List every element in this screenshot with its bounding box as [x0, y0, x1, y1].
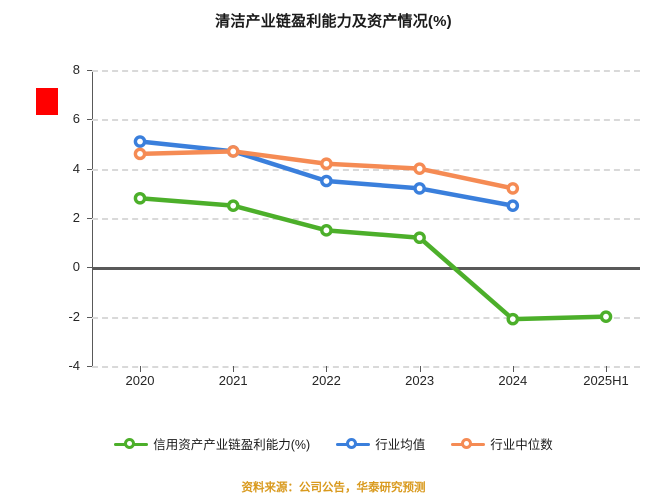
- y-axis-label: 0: [72, 259, 80, 275]
- x-axis-label: 2022: [311, 373, 341, 388]
- data-point-marker: [133, 135, 147, 148]
- data-point-marker: [320, 224, 333, 237]
- data-point-marker: [133, 147, 147, 161]
- x-axis-label: 2024: [498, 373, 528, 388]
- y-axis-tick: [87, 70, 92, 71]
- data-point-marker: [320, 157, 333, 171]
- data-point-marker: [413, 162, 426, 175]
- legend-marker-circle-icon: [336, 436, 371, 452]
- y-axis-tick: [87, 316, 92, 318]
- y-axis-label: 8: [72, 62, 80, 77]
- legend-dot: [124, 437, 136, 449]
- y-axis-tick: [87, 366, 92, 367]
- y-axis-label: 4: [72, 160, 80, 176]
- data-point-marker: [599, 310, 613, 323]
- gridline: [92, 119, 640, 122]
- legend-item-1[interactable]: 行业均值: [336, 434, 425, 453]
- x-axis-tick: [326, 366, 328, 372]
- legend-dot: [461, 437, 473, 449]
- data-point-marker: [506, 312, 520, 326]
- y-axis-label: 2: [72, 210, 80, 225]
- y-axis-tick: [87, 119, 92, 121]
- chart-legend: 信用资产产业链盈利能力(%) 行业均值 行业中位数: [0, 434, 667, 453]
- y-axis-label: -2: [68, 308, 80, 324]
- data-point-marker: [506, 199, 520, 212]
- data-point-marker: [226, 199, 240, 212]
- gridline: [92, 316, 640, 319]
- x-axis-tick: [419, 366, 421, 372]
- legend-dot: [346, 437, 358, 449]
- gridline: [92, 168, 640, 171]
- x-axis-tick: [233, 366, 235, 372]
- x-axis-label: 2023: [405, 373, 435, 388]
- red-marker-badge: [36, 88, 58, 115]
- x-axis-label: 2020: [125, 373, 155, 388]
- x-axis-tick: [606, 366, 607, 372]
- data-point-marker: [226, 145, 240, 158]
- data-point-marker: [133, 191, 147, 205]
- gridline: [92, 70, 640, 72]
- y-axis-tick: [87, 267, 92, 269]
- page-title: 清洁产业链盈利能力及资产情况(%): [215, 13, 452, 30]
- data-point-marker: [413, 231, 426, 245]
- y-axis-tick: [87, 168, 92, 170]
- source-note: 资料来源：公司公告，华泰研究预测: [241, 482, 426, 494]
- data-point-marker: [506, 182, 520, 195]
- series-line: [137, 196, 609, 322]
- y-axis-tick: [87, 218, 92, 219]
- gridline: [92, 218, 640, 220]
- legend-item-2[interactable]: 行业中位数: [451, 434, 553, 453]
- x-axis-label: 2021: [218, 373, 248, 388]
- legend-marker-circle-icon: [451, 436, 486, 452]
- legend-marker-circle-icon: [114, 436, 149, 452]
- gridline: [92, 366, 640, 368]
- legend-label: 行业均值: [375, 438, 426, 452]
- y-axis-label: 6: [72, 111, 80, 127]
- zero-line: [92, 267, 640, 271]
- legend-item-0[interactable]: 信用资产产业链盈利能力(%): [114, 434, 310, 453]
- x-axis-label: 2025H1: [583, 373, 629, 388]
- series-layer: [133, 135, 613, 326]
- data-point-marker: [413, 182, 426, 195]
- plot-area: 8 6 4 2 0 -2 -4 2020 2021 2022 2023 2024 2025H1: [68, 62, 640, 388]
- legend-label: 信用资产产业链盈利能力(%): [153, 438, 311, 452]
- x-axis-tick: [512, 366, 514, 372]
- y-axis-label: -4: [68, 358, 80, 373]
- x-axis-tick: [140, 366, 141, 372]
- legend-label: 行业中位数: [490, 438, 553, 452]
- data-point-marker: [320, 174, 333, 188]
